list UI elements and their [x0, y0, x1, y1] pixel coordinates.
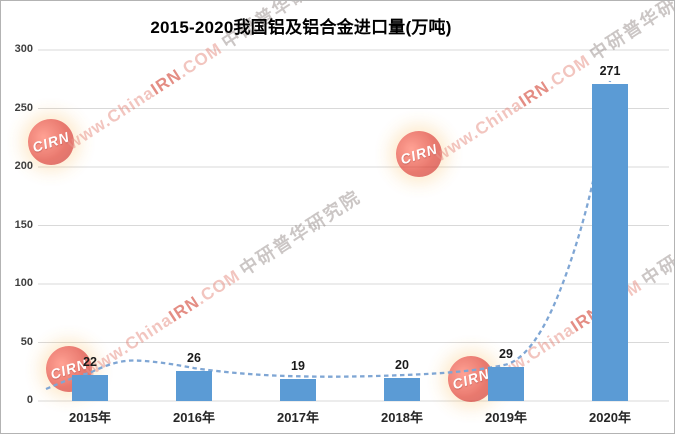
bar: [384, 377, 420, 401]
bar-value-label: 19: [291, 358, 305, 373]
bar-value-label: 271: [599, 63, 621, 78]
bar-value-label: 29: [499, 347, 513, 362]
y-axis-tick-label: 0: [26, 394, 33, 406]
bar: [176, 370, 212, 401]
x-axis-label: 2015年: [69, 410, 111, 425]
x-axis-label: 2017年: [277, 410, 319, 425]
x-axis-label: 2020年: [589, 410, 631, 425]
bar: [488, 367, 524, 401]
bar: [280, 378, 316, 401]
bar-value-label: 22: [83, 355, 97, 370]
y-axis-tick-label: 150: [14, 218, 33, 231]
y-axis-tick-label: 200: [14, 160, 33, 172]
trend-line: [45, 80, 612, 391]
y-axis-tick-label: 100: [14, 277, 33, 289]
chart-title: 2015-2020我国铝及铝合金进口量(万吨): [150, 18, 452, 37]
x-axis-label: 2019年: [485, 410, 527, 425]
x-axis-label: 2016年: [173, 410, 215, 425]
y-axis-tick-label: 250: [14, 101, 33, 114]
bar: [592, 83, 628, 401]
x-axis-label: 2018年: [381, 410, 423, 425]
y-axis-tick-label: 300: [14, 43, 33, 55]
bar: [72, 375, 108, 401]
y-axis-tick-label: 50: [20, 335, 33, 348]
bar-value-label: 26: [187, 350, 201, 365]
bar-value-label: 20: [395, 357, 409, 372]
